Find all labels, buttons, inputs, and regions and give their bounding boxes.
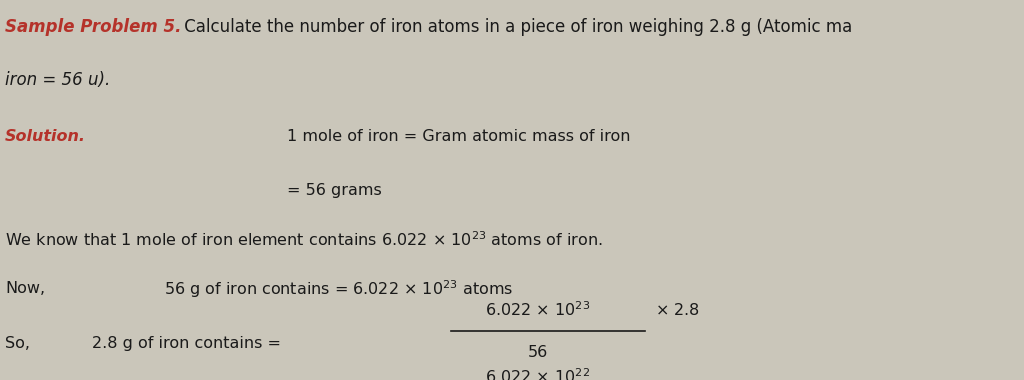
Text: So,: So,: [5, 336, 30, 352]
Text: 6.022 $\times$ 10$^{22}$: 6.022 $\times$ 10$^{22}$: [485, 367, 590, 380]
Text: $\times$ 2.8: $\times$ 2.8: [655, 302, 699, 318]
Text: Calculate the number of iron atoms in a piece of iron weighing 2.8 g (Atomic ma: Calculate the number of iron atoms in a …: [179, 17, 852, 36]
Text: 1 mole of iron = Gram atomic mass of iron: 1 mole of iron = Gram atomic mass of iro…: [287, 129, 630, 144]
Text: Sample Problem 5.: Sample Problem 5.: [5, 17, 181, 36]
Text: 56: 56: [527, 345, 548, 360]
Text: 6.022 $\times$ 10$^{23}$: 6.022 $\times$ 10$^{23}$: [485, 300, 590, 319]
Text: 56 g of iron contains = 6.022 $\times$ 10$^{23}$ atoms: 56 g of iron contains = 6.022 $\times$ 1…: [164, 278, 513, 300]
Text: Solution.: Solution.: [5, 129, 86, 144]
Text: 2.8 g of iron contains =: 2.8 g of iron contains =: [92, 336, 282, 352]
Text: = 56 grams: = 56 grams: [287, 182, 382, 198]
Text: We know that 1 mole of iron element contains 6.022 $\times$ 10$^{23}$ atoms of i: We know that 1 mole of iron element cont…: [5, 230, 603, 249]
Text: Now,: Now,: [5, 281, 45, 296]
Text: iron = 56 u).: iron = 56 u).: [5, 71, 111, 89]
